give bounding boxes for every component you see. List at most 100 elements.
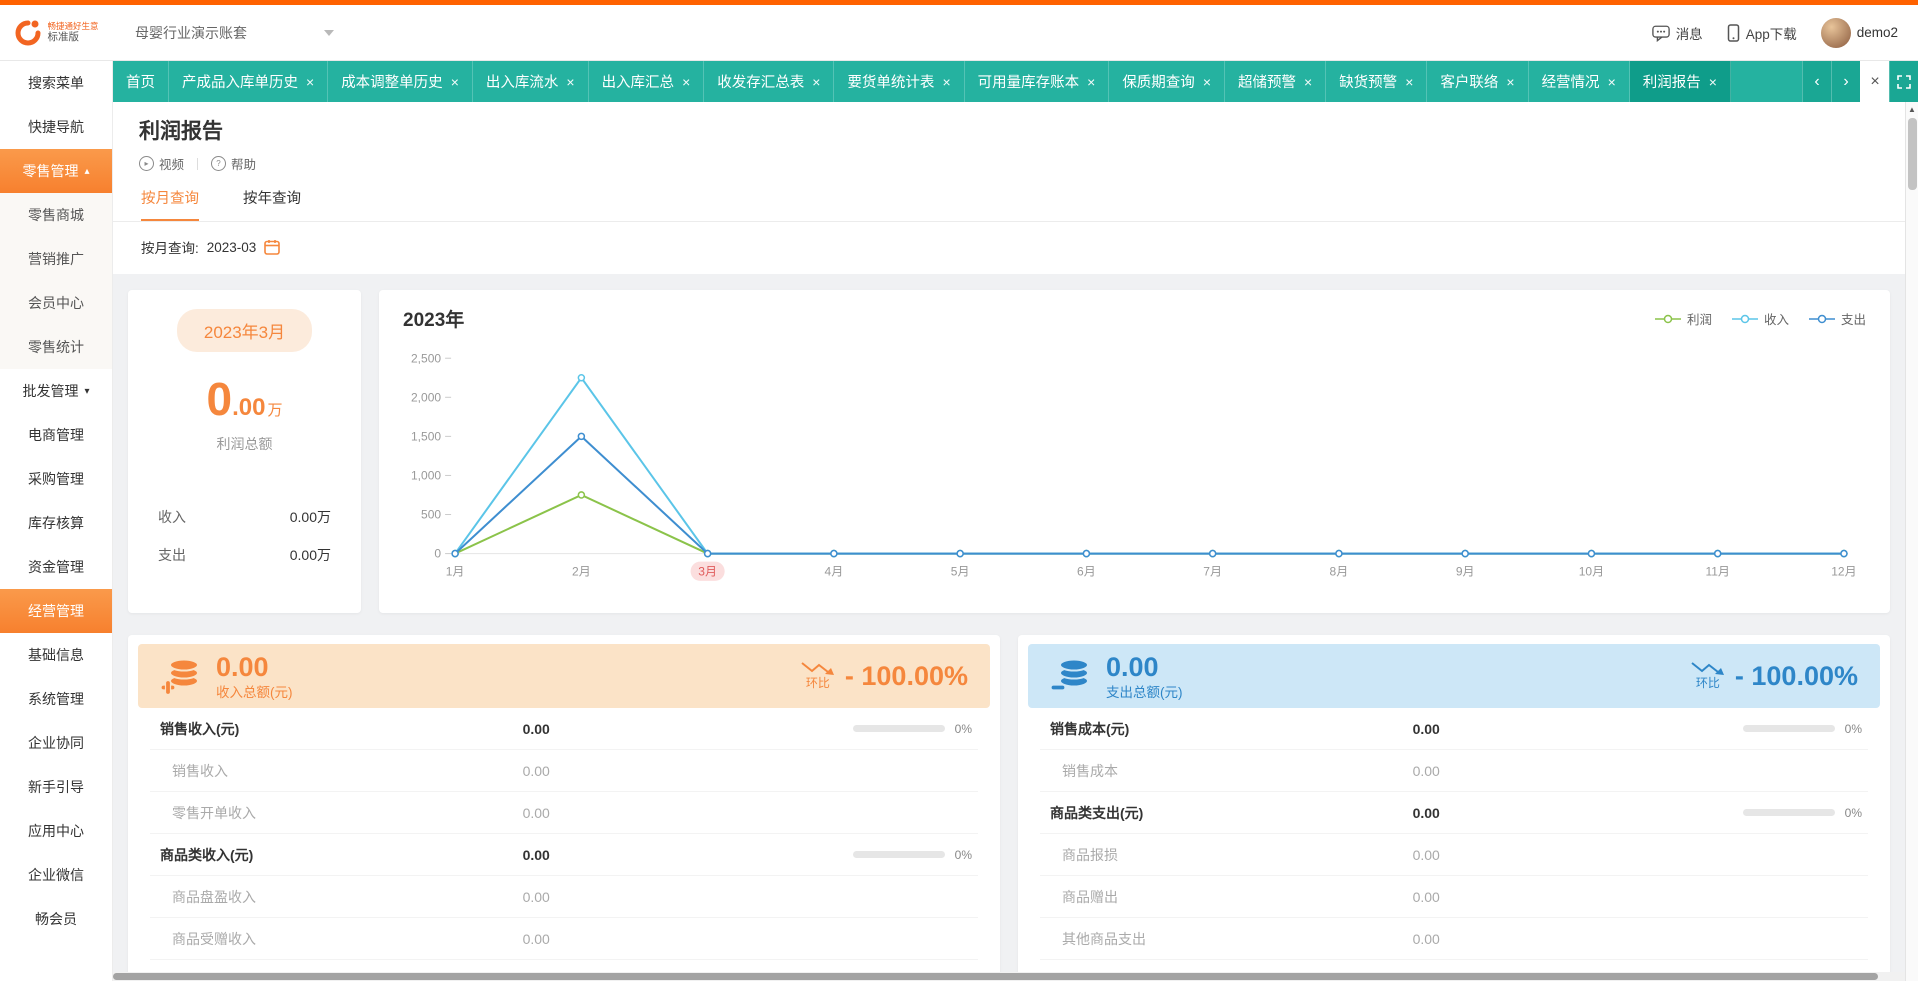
sidebar-item[interactable]: 资金管理: [0, 545, 112, 589]
sidebar-item[interactable]: 采购管理: [0, 457, 112, 501]
tab-close-icon[interactable]: ×: [1708, 73, 1717, 90]
tab-close-icon[interactable]: ×: [942, 73, 951, 90]
username: demo2: [1856, 25, 1898, 40]
sidebar-item[interactable]: 畅会员: [0, 897, 112, 941]
legend-item[interactable]: 支出: [1808, 309, 1866, 328]
query-tab[interactable]: 按年查询: [243, 191, 301, 207]
query-tab[interactable]: 按月查询: [141, 187, 199, 221]
avatar[interactable]: [1820, 17, 1851, 48]
tab-close-icon[interactable]: ×: [1405, 73, 1414, 90]
table-row[interactable]: 销售收入(元) 0.00 0%: [150, 708, 978, 750]
workspace-tab[interactable]: 产成品入库单历史 ×: [169, 61, 329, 102]
sidebar-item[interactable]: 零售商城: [0, 193, 112, 237]
legend-item[interactable]: 收入: [1731, 309, 1789, 328]
sidebar-item-label: 应用中心: [28, 823, 84, 839]
scrollbar-up-arrow-icon[interactable]: ▲: [1908, 105, 1916, 114]
month-picker-value[interactable]: 2023-03: [206, 239, 257, 255]
tab-label: 经营情况: [1541, 75, 1600, 91]
tab-close-icon[interactable]: ×: [566, 73, 575, 90]
table-row[interactable]: 商品报损 0.00: [1040, 834, 1868, 876]
tab-close-icon[interactable]: ×: [1506, 73, 1515, 90]
workspace-tab[interactable]: 成本调整单历史 ×: [328, 61, 473, 102]
table-row[interactable]: 商品赠出 0.00: [1040, 876, 1868, 918]
expense-rows: 销售成本(元) 0.00 0% 销售成本 0.00 商品类支出(元) 0.00 0% 商品报损 0…: [1028, 708, 1880, 972]
workspace-tab[interactable]: 经营情况 ×: [1529, 61, 1630, 102]
brand-name: 畅捷通好生意: [47, 21, 99, 32]
workspace-tab[interactable]: 要货单统计表 ×: [834, 61, 965, 102]
workspace-tab[interactable]: 收发存汇总表 ×: [704, 61, 835, 102]
table-row[interactable]: 销售成本(元) 0.00 0%: [1040, 708, 1868, 750]
sidebar-item[interactable]: 基础信息: [0, 633, 112, 677]
tabs-close-all-button[interactable]: ×: [1860, 61, 1889, 102]
sidebar-item[interactable]: 零售统计: [0, 325, 112, 369]
legend-label: 收入: [1763, 313, 1789, 327]
help-button[interactable]: ? 帮助: [211, 154, 256, 173]
progress-percent: 0%: [1844, 805, 1862, 820]
tab-close-icon[interactable]: ×: [812, 73, 821, 90]
table-row[interactable]: 销售成本 0.00: [1040, 750, 1868, 792]
legend-marker-icon: [1808, 314, 1835, 323]
workspace-tab[interactable]: 出入库流水 ×: [473, 61, 589, 102]
tab-close-icon[interactable]: ×: [682, 73, 691, 90]
progress-bar: [852, 725, 945, 732]
svg-text:2,000: 2,000: [411, 390, 441, 404]
row-value: 0.00: [1412, 762, 1440, 779]
sidebar-item[interactable]: 经营管理: [0, 589, 112, 633]
tab-close-icon[interactable]: ×: [1304, 73, 1313, 90]
profit-total-unit: 万: [267, 402, 283, 419]
user-menu[interactable]: demo2: [1820, 17, 1898, 48]
sidebar-item[interactable]: 新手引导: [0, 765, 112, 809]
tab-label: 首页: [126, 75, 155, 91]
income-ratio-value: - 100.00%: [844, 660, 968, 691]
account-dropdown[interactable]: 母婴行业演示账套: [127, 17, 342, 49]
table-row[interactable]: 其他商品支出 0.00: [1040, 918, 1868, 960]
sidebar-item[interactable]: 营销推广: [0, 237, 112, 281]
horizontal-scrollbar-thumb[interactable]: [113, 973, 1879, 980]
sidebar-item[interactable]: 库存核算: [0, 501, 112, 545]
table-row[interactable]: 其他商品收入0.00: [150, 960, 978, 972]
tab-close-icon[interactable]: ×: [450, 73, 459, 90]
calendar-icon[interactable]: [264, 239, 281, 255]
legend-item[interactable]: 利润: [1654, 309, 1712, 328]
sidebar-item[interactable]: 搜索菜单: [0, 61, 112, 105]
income-coins-icon: [160, 658, 199, 695]
tabs-scroll-left-button[interactable]: ‹: [1802, 61, 1831, 102]
workspace-tab[interactable]: 可用量库存账本 ×: [965, 61, 1110, 102]
sidebar-item[interactable]: 应用中心: [0, 809, 112, 853]
tabs-scroll-right-button[interactable]: ›: [1831, 61, 1860, 102]
sidebar-item[interactable]: 快捷导航: [0, 105, 112, 149]
tab-close-icon[interactable]: ×: [1202, 73, 1211, 90]
table-row[interactable]: 商品盘盈收入 0.00: [150, 876, 978, 918]
sidebar-item[interactable]: 零售管理 ▴: [0, 149, 112, 193]
tab-close-icon[interactable]: ×: [306, 73, 315, 90]
table-row[interactable]: 商品受赠收入 0.00: [150, 918, 978, 960]
brand: 畅捷通好生意 标准版: [0, 19, 113, 47]
sidebar-item[interactable]: 会员中心: [0, 281, 112, 325]
vertical-scrollbar-thumb[interactable]: [1907, 118, 1917, 190]
table-row[interactable]: 零售开单收入 0.00: [150, 792, 978, 834]
vertical-scrollbar[interactable]: ▲: [1905, 102, 1918, 981]
workspace-tab[interactable]: 出入库汇总 ×: [589, 61, 705, 102]
table-row[interactable]: 商品类支出(元) 0.00 0%: [1040, 792, 1868, 834]
sidebar-item[interactable]: 系统管理: [0, 677, 112, 721]
app-download-button[interactable]: App下载: [1727, 23, 1797, 43]
tab-close-icon[interactable]: ×: [1607, 73, 1616, 90]
horizontal-scrollbar[interactable]: [113, 972, 1905, 981]
tab-close-icon[interactable]: ×: [1087, 73, 1096, 90]
table-row[interactable]: 商品类收入(元) 0.00 0%: [150, 834, 978, 876]
workspace-tab[interactable]: 利润报告 ×: [1629, 61, 1731, 102]
messages-button[interactable]: 消息: [1651, 23, 1703, 43]
workspace-tab[interactable]: 首页: [113, 61, 169, 102]
video-button[interactable]: ▸ 视频: [139, 154, 184, 173]
sidebar-item[interactable]: 电商管理: [0, 413, 112, 457]
table-row[interactable]: 销售收入 0.00: [150, 750, 978, 792]
sidebar-item[interactable]: 批发管理 ▾: [0, 369, 112, 413]
workspace-tab[interactable]: 保质期查询 ×: [1109, 61, 1225, 102]
table-row[interactable]: 其他支出(元)0.000%: [1040, 960, 1868, 972]
workspace-tab[interactable]: 缺货预警 ×: [1326, 61, 1428, 102]
workspace-tab[interactable]: 客户联络 ×: [1427, 61, 1529, 102]
sidebar-item[interactable]: 企业微信: [0, 853, 112, 897]
workspace-tab[interactable]: 超储预警 ×: [1225, 61, 1327, 102]
fullscreen-button[interactable]: [1889, 61, 1918, 102]
sidebar-item[interactable]: 企业协同: [0, 721, 112, 765]
